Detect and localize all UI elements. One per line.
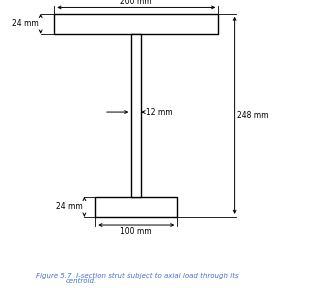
Bar [131,34,141,197]
Text: Figure 5.7  I-section strut subject to axial load through its: Figure 5.7 I-section strut subject to ax… [36,273,239,279]
Text: 200 mm: 200 mm [121,0,152,5]
Text: 12 mm: 12 mm [146,107,172,117]
Bar [54,14,218,34]
Text: 100 mm: 100 mm [121,227,152,236]
Text: 248 mm: 248 mm [237,111,269,120]
Text: 24 mm: 24 mm [56,202,83,211]
Text: centroid.: centroid. [65,278,96,284]
Text: 24 mm: 24 mm [12,19,39,28]
Bar [95,197,177,217]
